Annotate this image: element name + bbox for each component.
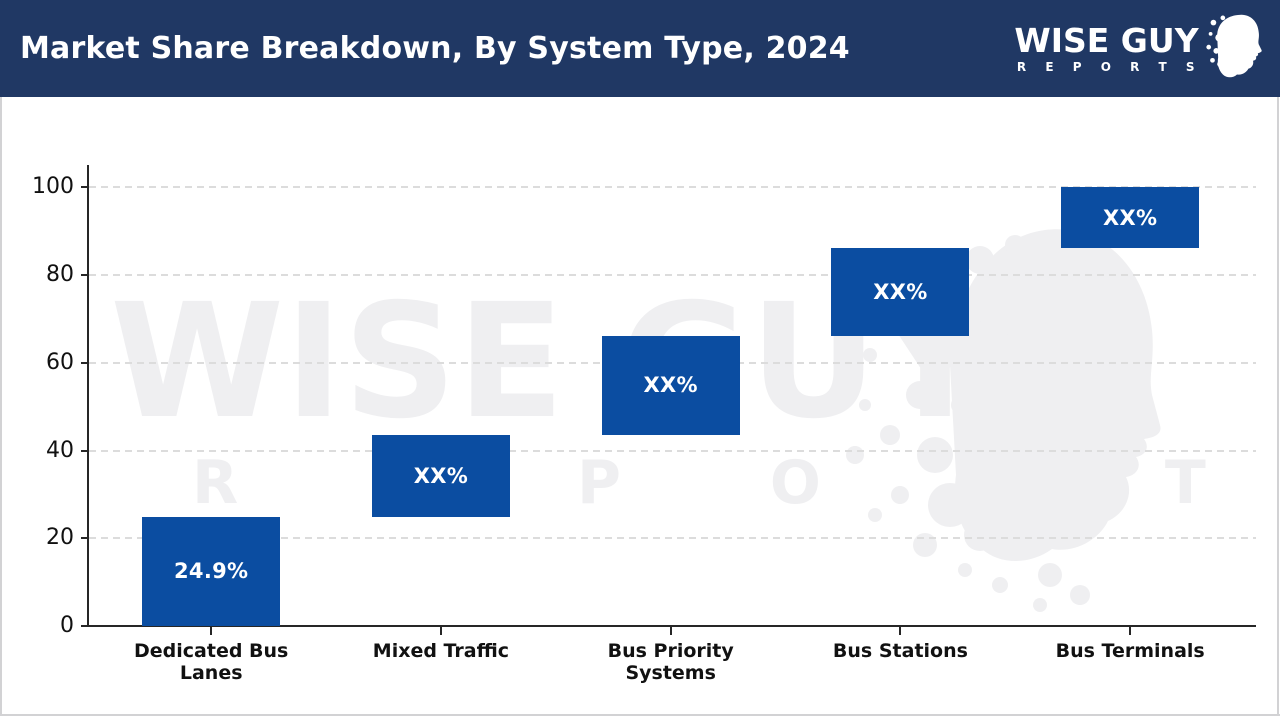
y-tick-label: 60 bbox=[46, 349, 74, 375]
y-tick-mark bbox=[81, 274, 88, 276]
bar-value-label: 24.9% bbox=[174, 559, 249, 584]
x-tick-label-line: Bus Stations bbox=[832, 640, 968, 662]
y-axis-line bbox=[87, 165, 89, 627]
x-tick-label: Bus Terminals bbox=[1010, 640, 1250, 662]
x-tick-mark bbox=[439, 627, 442, 635]
bar-dedicated-bus-lanes: 24.9% bbox=[142, 516, 281, 626]
y-tick-label: 40 bbox=[46, 437, 74, 463]
chart-frame-bottom-border bbox=[0, 714, 1280, 716]
gridline bbox=[89, 186, 1256, 189]
x-tick-label-line: Bus Terminals bbox=[1055, 640, 1205, 662]
chart-frame-left-border bbox=[0, 97, 2, 716]
bar-bus-stations: XX% bbox=[831, 248, 970, 336]
x-tick-label-line: Dedicated Bus bbox=[134, 640, 289, 662]
y-tick-mark bbox=[81, 625, 88, 627]
x-tick-label: Bus Stations bbox=[780, 640, 1020, 662]
bar-bus-terminals: XX% bbox=[1061, 187, 1200, 249]
y-tick-label: 80 bbox=[46, 262, 74, 287]
x-tick-mark bbox=[669, 627, 672, 635]
x-tick-label: Bus Priority Systems bbox=[551, 640, 791, 684]
x-tick-label-line: Systems bbox=[625, 662, 716, 684]
page-title: Market Share Breakdown, By System Type, … bbox=[20, 31, 850, 66]
x-tick-label: Mixed Traffic bbox=[321, 640, 561, 662]
x-tick-label: Dedicated Bus Lanes bbox=[91, 640, 331, 684]
x-tick-label-line: Bus Priority bbox=[607, 640, 734, 662]
logo-subtitle: R E P O R T S bbox=[1016, 60, 1202, 75]
y-tick-mark bbox=[81, 186, 88, 189]
gridline bbox=[89, 449, 1256, 452]
watermark-head-profile-icon bbox=[846, 229, 1161, 612]
gridline bbox=[89, 537, 1256, 540]
x-tick-label-line: Mixed Traffic bbox=[372, 640, 510, 662]
x-tick-mark bbox=[210, 627, 213, 635]
bar-value-label: XX% bbox=[873, 279, 928, 304]
y-tick-label: 0 bbox=[60, 613, 74, 638]
bar-value-label: XX% bbox=[1103, 205, 1158, 230]
logo-wordmark: WISE GUY bbox=[1014, 20, 1199, 60]
x-tick-label-line: Lanes bbox=[179, 662, 243, 684]
bar-mixed-traffic: XX% bbox=[371, 434, 510, 517]
x-tick-mark bbox=[1129, 627, 1132, 635]
bar-value-label: XX% bbox=[643, 373, 698, 398]
logo-head-profile-icon bbox=[1206, 14, 1262, 78]
y-tick-mark bbox=[81, 537, 88, 540]
y-tick-label: 100 bbox=[32, 174, 74, 200]
x-axis-line bbox=[87, 625, 1256, 627]
wise-guy-reports-logo: WISE GUY R E P O R T S bbox=[1011, 5, 1270, 93]
y-tick-mark bbox=[81, 449, 88, 452]
bar-bus-priority-systems: XX% bbox=[601, 335, 740, 435]
chart-frame-right-border bbox=[1277, 97, 1279, 716]
y-tick-label: 20 bbox=[46, 525, 74, 551]
logo-text: WISE GUY R E P O R T S bbox=[1011, 20, 1202, 75]
header-bar: Market Share Breakdown, By System Type, … bbox=[0, 0, 1280, 97]
gridline bbox=[89, 274, 1256, 276]
x-tick-mark bbox=[899, 627, 902, 635]
bar-value-label: XX% bbox=[413, 463, 469, 488]
y-tick-mark bbox=[81, 361, 88, 364]
